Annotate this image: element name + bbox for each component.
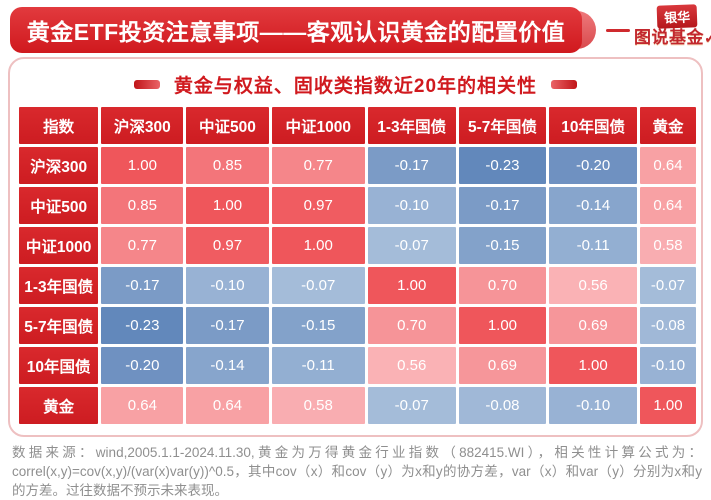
corr-cell: 0.64 (640, 147, 696, 184)
corr-cell: -0.15 (458, 227, 547, 264)
title-banner: 黄金ETF投资注意事项——客观认识黄金的配置价值 (10, 7, 582, 53)
corr-cell: 0.97 (186, 227, 269, 264)
row-header: 中证1000 (19, 227, 99, 264)
brand-logo: 银华 图说基金✓ (634, 4, 711, 48)
row-header: 10年国债 (19, 347, 99, 384)
corr-cell: -0.10 (367, 187, 456, 224)
corr-cell: 0.64 (186, 387, 269, 424)
col-header: 10年国债 (549, 107, 637, 144)
corr-cell: -0.17 (186, 307, 269, 344)
banner-dash-decoration (606, 29, 630, 32)
corr-cell: -0.14 (186, 347, 269, 384)
corr-cell: -0.15 (271, 307, 365, 344)
corr-cell: -0.11 (549, 227, 637, 264)
correlation-table: 指数 沪深300 中证500 中证1000 1-3年国债 5-7年国债 10年国债 黄金 沪深3… (19, 107, 696, 424)
corr-cell: 1.00 (458, 307, 547, 344)
row-header: 1-3年国债 (19, 267, 99, 304)
col-header: 5-7年国债 (458, 107, 547, 144)
col-header: 沪深300 (101, 107, 184, 144)
corr-cell: 0.69 (458, 347, 547, 384)
corr-cell: -0.23 (101, 307, 184, 344)
subtitle-dash-right-icon (551, 79, 578, 89)
corr-cell: -0.14 (549, 187, 637, 224)
corr-cell: -0.23 (458, 147, 547, 184)
corr-cell: -0.07 (367, 387, 456, 424)
chart-subtitle-row: 黄金与权益、固收类指数近20年的相关性 (19, 67, 692, 101)
corr-cell: 1.00 (367, 267, 456, 304)
chart-panel: 黄金与权益、固收类指数近20年的相关性 指数 沪深300 中证500 中证1000 1-… (8, 57, 703, 437)
corr-cell: 0.70 (458, 267, 547, 304)
col-header: 中证500 (186, 107, 269, 144)
row-header: 沪深300 (19, 147, 99, 184)
corr-cell: 1.00 (640, 387, 696, 424)
corr-cell: 1.00 (549, 347, 637, 384)
corr-cell: 1.00 (101, 147, 184, 184)
corr-cell: 0.64 (101, 387, 184, 424)
corr-cell: 1.00 (271, 227, 365, 264)
col-header: 黄金 (640, 107, 696, 144)
corr-cell: 0.56 (549, 267, 637, 304)
chart-title: 黄金与权益、固收类指数近20年的相关性 (173, 75, 538, 97)
row-header: 黄金 (19, 387, 99, 424)
corr-cell: 0.97 (271, 187, 365, 224)
brand-name: 图说基金✓ (634, 28, 711, 48)
corr-cell: -0.07 (271, 267, 365, 304)
corr-cell: 0.85 (101, 187, 184, 224)
corr-cell: 0.70 (367, 307, 456, 344)
subtitle-dash-left-icon (133, 79, 160, 89)
data-source-note: 数据来源：wind,2005.1.1-2024.11.30,黄金为万得黄金行业指… (12, 445, 702, 499)
corner-header: 指数 (19, 107, 99, 144)
corr-cell: 1.00 (186, 187, 269, 224)
corr-cell: -0.08 (458, 387, 547, 424)
row-header: 5-7年国债 (19, 307, 99, 344)
brand-name-text: 图说基金 (634, 28, 704, 47)
corr-cell: -0.10 (640, 347, 696, 384)
corr-cell: -0.17 (101, 267, 184, 304)
corr-cell: 0.69 (549, 307, 637, 344)
corr-cell: 0.64 (640, 187, 696, 224)
corr-cell: -0.07 (367, 227, 456, 264)
brand-badge: 银华 (656, 4, 698, 29)
corr-cell: 0.85 (186, 147, 269, 184)
col-header: 中证1000 (271, 107, 365, 144)
corr-cell: -0.08 (640, 307, 696, 344)
row-header: 中证500 (19, 187, 99, 224)
corr-cell: -0.07 (640, 267, 696, 304)
checkmark-icon: ✓ (704, 30, 711, 47)
corr-cell: -0.10 (549, 387, 637, 424)
corr-cell: -0.10 (186, 267, 269, 304)
corr-cell: -0.17 (458, 187, 547, 224)
corr-cell: -0.17 (367, 147, 456, 184)
page-title: 黄金ETF投资注意事项——客观认识黄金的配置价值 (26, 19, 566, 45)
corr-cell: -0.20 (549, 147, 637, 184)
corr-cell: 0.77 (101, 227, 184, 264)
corr-cell: -0.20 (101, 347, 184, 384)
col-header: 1-3年国债 (367, 107, 456, 144)
corr-cell: 0.58 (271, 387, 365, 424)
corr-cell: 0.56 (367, 347, 456, 384)
corr-cell: 0.58 (640, 227, 696, 264)
corr-cell: -0.11 (271, 347, 365, 384)
corr-cell: 0.77 (271, 147, 365, 184)
